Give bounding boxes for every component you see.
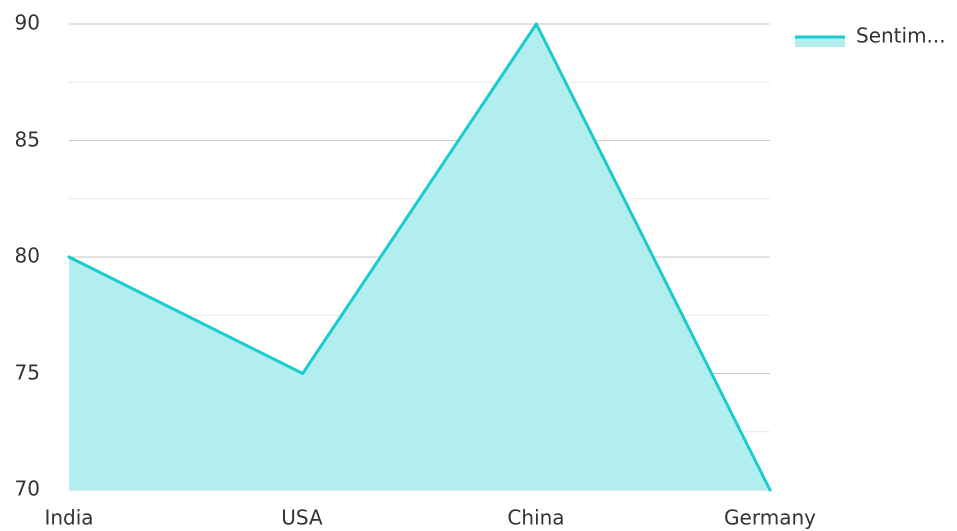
series-area-fill: [69, 24, 770, 490]
data-point-usa: [301, 372, 305, 375]
x-tick-label: USA: [281, 506, 323, 530]
data-point-germany: [768, 488, 772, 492]
data-point-china: [534, 22, 538, 26]
x-tick-label: India: [44, 506, 93, 530]
y-axis-tick-labels: 70 75 80 85 90: [15, 11, 40, 501]
y-tick-label: 75: [15, 361, 40, 385]
x-tick-label: Germany: [724, 506, 816, 530]
y-tick-label: 70: [15, 477, 40, 501]
y-tick-label: 90: [15, 11, 40, 35]
x-axis-tick-labels: India USA China Germany: [44, 506, 816, 530]
y-tick-label: 80: [15, 244, 40, 268]
legend-label: Sentim...: [856, 24, 946, 48]
x-tick-label: China: [507, 506, 564, 530]
series-line: [68, 22, 772, 491]
legend-swatch-fill: [795, 37, 845, 47]
legend: Sentim...: [795, 24, 946, 48]
y-tick-label: 85: [15, 128, 40, 152]
data-point-india: [67, 255, 71, 259]
series-area-layer: [67, 22, 772, 492]
